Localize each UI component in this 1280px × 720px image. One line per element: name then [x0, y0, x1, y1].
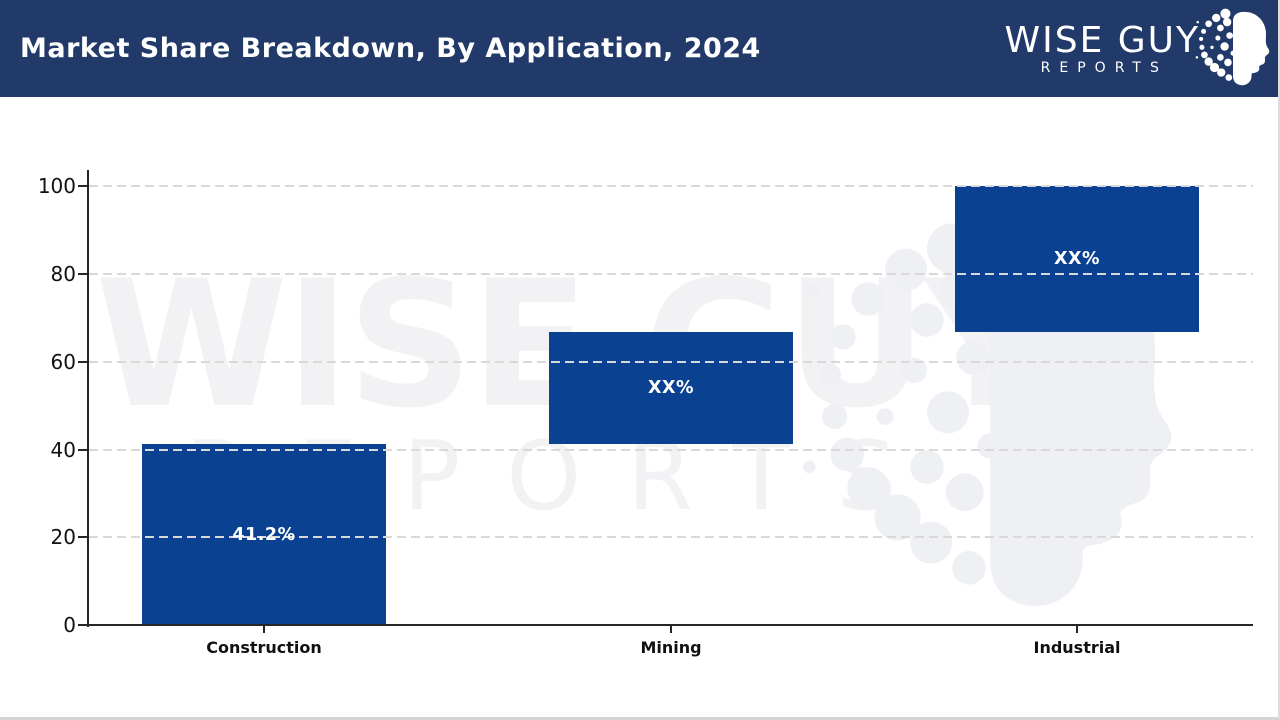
- bar-value-label: 41.2%: [232, 524, 296, 545]
- y-gridline: [89, 360, 1253, 363]
- wiseguy-logo: WISE GUY REPORTS: [1005, 6, 1273, 92]
- y-tick-mark: [78, 273, 87, 276]
- y-gridline: [89, 448, 1253, 451]
- header-band: Market Share Breakdown, By Application, …: [0, 0, 1278, 97]
- logo-sub: REPORTS: [1040, 60, 1168, 77]
- y-tick-mark: [78, 624, 87, 626]
- x-tick-mark: [1076, 626, 1078, 633]
- y-gridline: [89, 536, 1253, 539]
- page-title: Market Share Breakdown, By Application, …: [20, 33, 761, 64]
- y-tick-mark: [78, 185, 87, 188]
- category-label-industrial: Industrial: [1033, 638, 1121, 657]
- bar-value-label: XX%: [647, 378, 695, 399]
- logo-text: WISE GUY REPORTS: [1004, 19, 1201, 77]
- x-axis-line: [87, 624, 1253, 626]
- y-tick-label: 80: [50, 262, 76, 287]
- y-tick-label: 20: [50, 525, 76, 550]
- bar-mining: [549, 332, 793, 445]
- y-gridline: [89, 185, 1253, 188]
- y-tick-mark: [78, 448, 87, 451]
- bar-construction: [142, 444, 386, 625]
- wiseguy-face-icon: [1195, 8, 1270, 86]
- y-gridline: [89, 273, 1253, 276]
- y-tick-label: 60: [50, 349, 76, 374]
- y-axis-line: [87, 170, 89, 627]
- x-tick-mark: [670, 626, 672, 633]
- y-tick-label: 100: [37, 174, 76, 199]
- bar-value-label: XX%: [1053, 249, 1101, 270]
- y-tick-mark: [78, 536, 87, 539]
- y-tick-mark: [78, 360, 87, 363]
- y-tick-label: 40: [50, 437, 76, 462]
- y-tick-label: 0: [63, 613, 76, 637]
- logo-name: WISE GUY: [1004, 19, 1200, 61]
- x-tick-mark: [263, 626, 265, 633]
- category-label-construction: Construction: [206, 638, 322, 657]
- category-label-mining: Mining: [640, 638, 702, 657]
